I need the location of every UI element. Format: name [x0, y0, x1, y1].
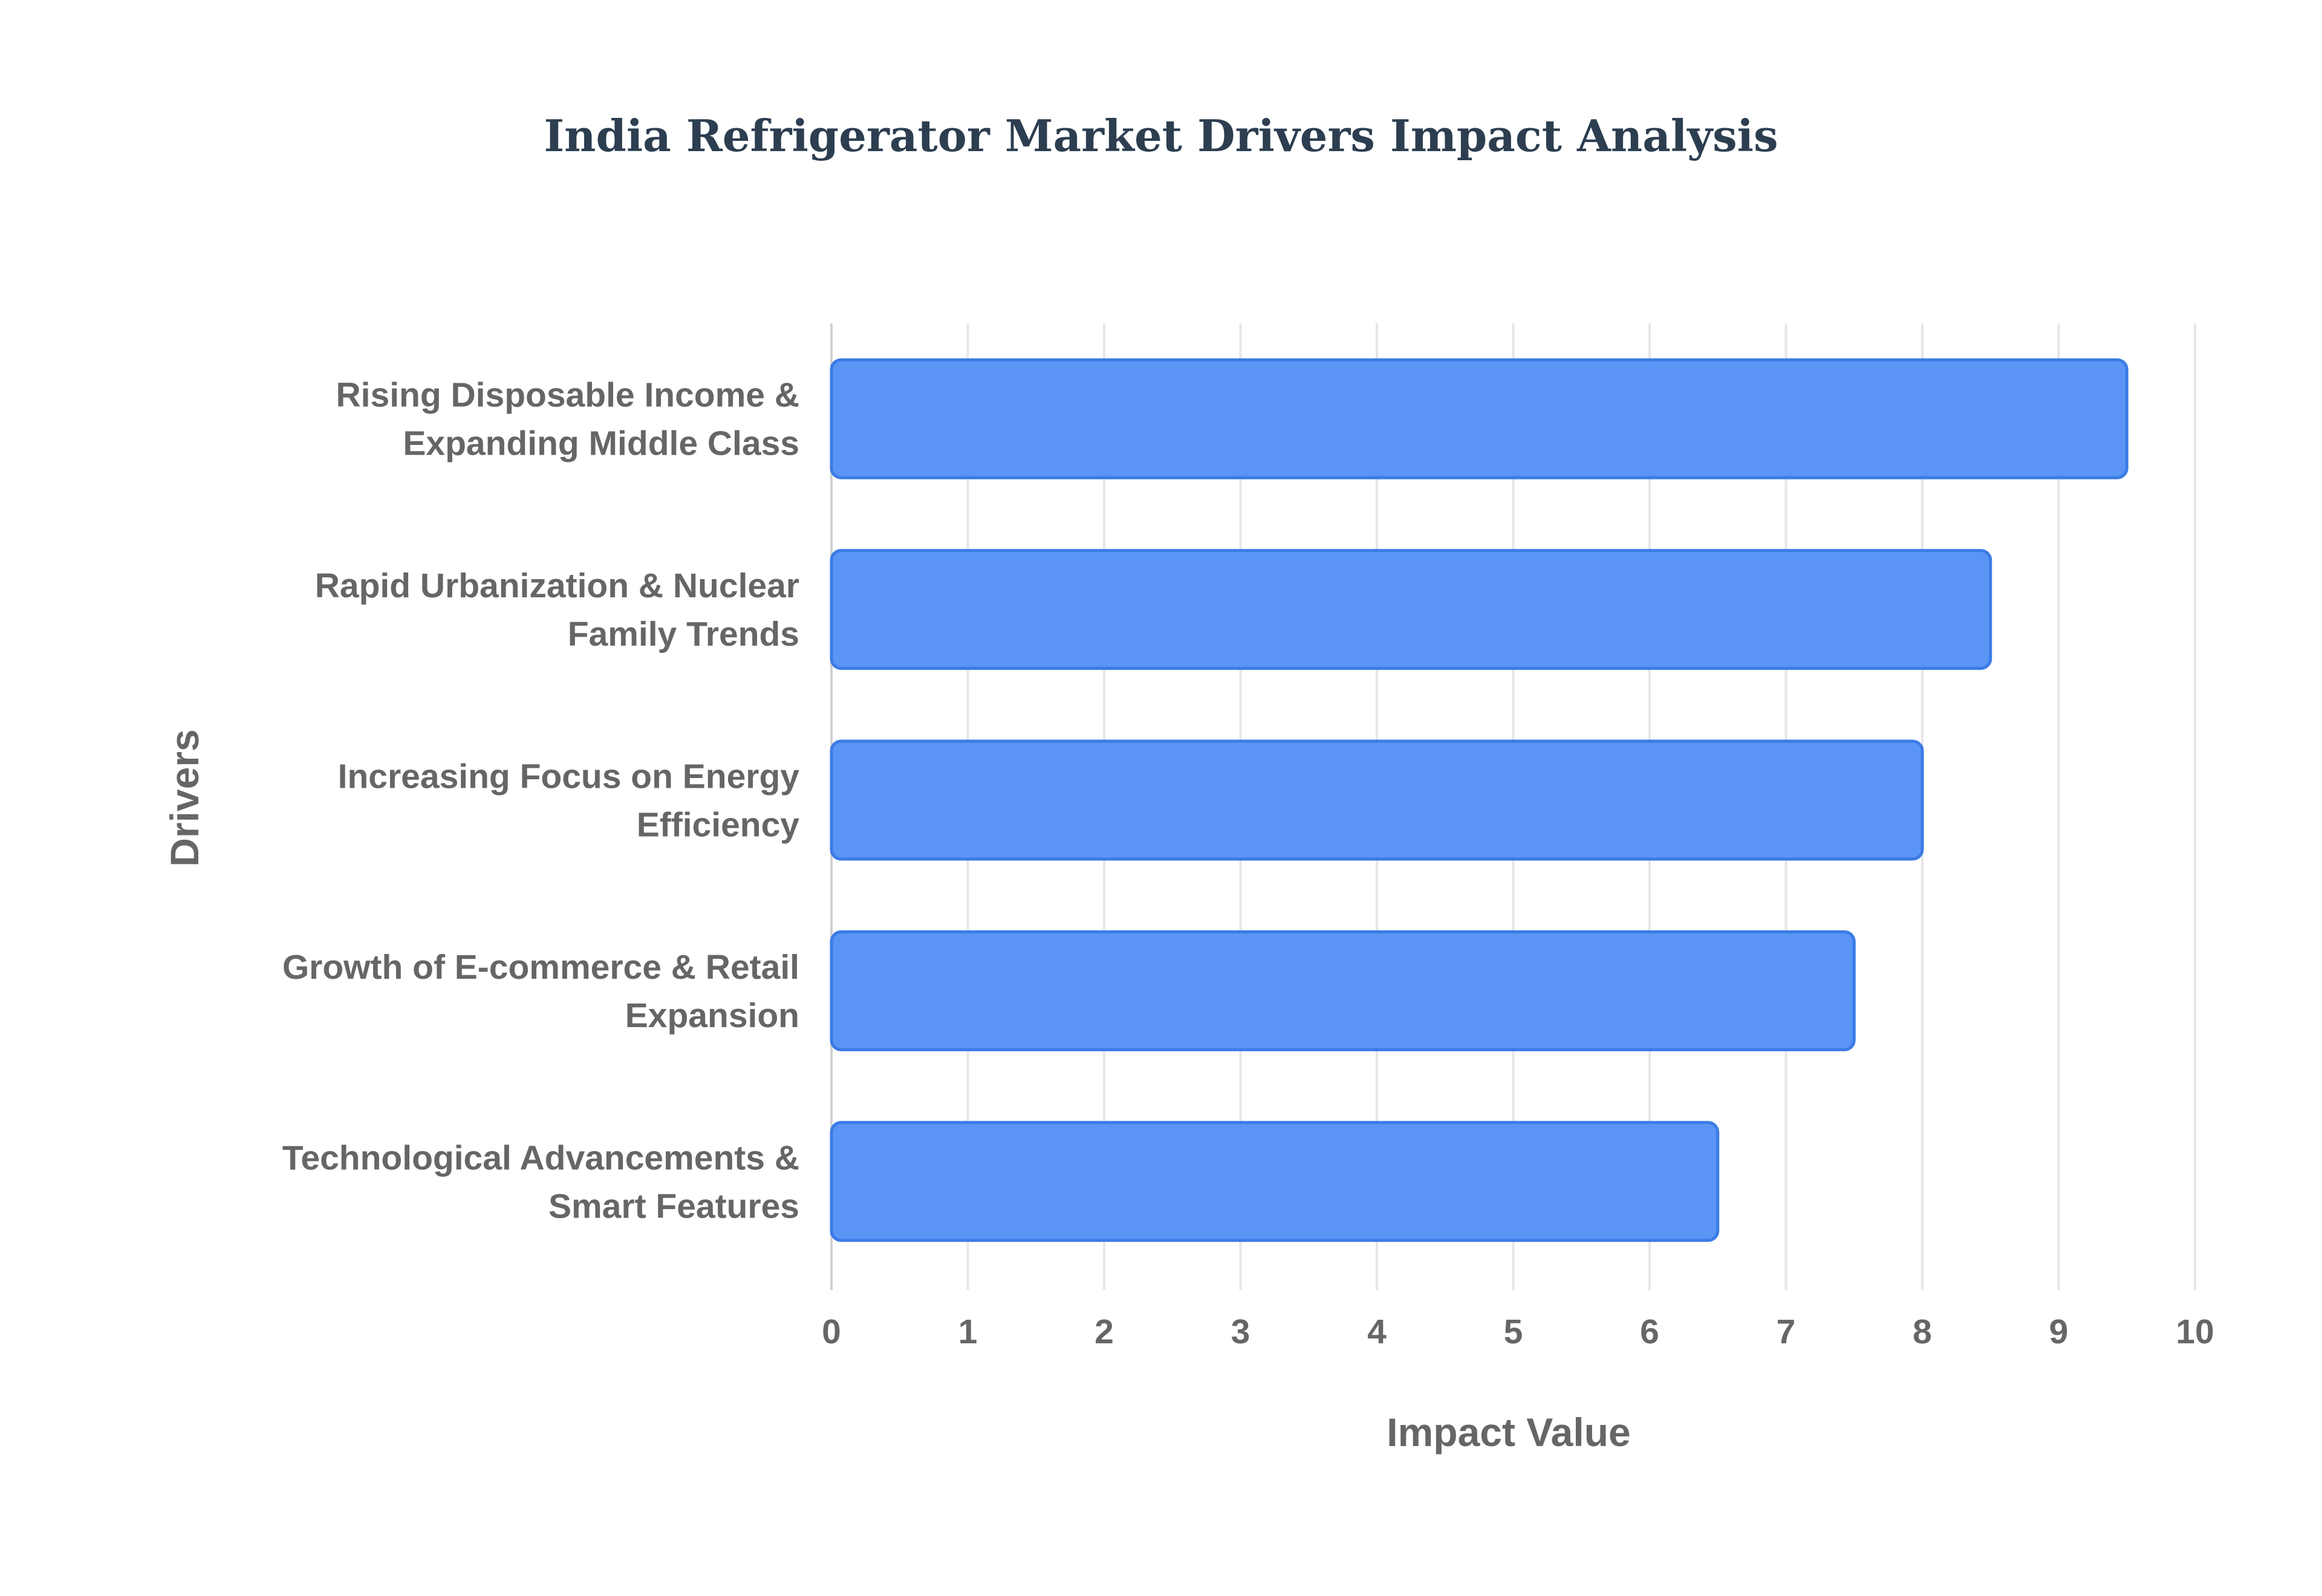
x-tick-label: 9	[2049, 1312, 2069, 1351]
chart-title: India Refrigerator Market Drivers Impact…	[544, 110, 1778, 161]
y-category-label-line: Expansion	[625, 996, 799, 1035]
y-category-label-line: Rapid Urbanization & Nuclear	[315, 566, 799, 605]
x-axis-title: Impact Value	[1387, 1410, 1631, 1455]
bar	[830, 1121, 1720, 1242]
y-category-label-line: Efficiency	[637, 806, 800, 845]
bar	[830, 739, 1924, 861]
y-category-layer: Rising Disposable Income & Expanding Midd…	[282, 376, 799, 1226]
bar	[830, 358, 2128, 479]
x-tick-label: 7	[1777, 1312, 1796, 1351]
x-tick-layer: 0 1 2 3 4 5 6 7 8 9 10	[822, 1312, 2214, 1351]
y-category-label: Growth of E-commerce & Retail Expansion	[282, 948, 799, 1035]
x-tick-label: 5	[1504, 1312, 1523, 1351]
y-category-label-line: Growth of E-commerce & Retail	[282, 948, 799, 987]
x-tick-label: 1	[958, 1312, 978, 1351]
x-tick-label: 0	[822, 1312, 841, 1351]
y-category-label: Technological Advancements & Smart Featur…	[282, 1138, 799, 1225]
bar	[830, 549, 1992, 670]
y-category-label-line: Family Trends	[568, 615, 799, 654]
y-category-label-line: Smart Features	[548, 1187, 799, 1225]
x-tick-label: 10	[2176, 1312, 2214, 1351]
x-tick-label: 8	[1913, 1312, 1932, 1351]
y-category-label: Increasing Focus on Energy Efficiency	[338, 757, 800, 845]
y-axis-title: Drivers	[162, 729, 207, 867]
y-category-label: Rising Disposable Income & Expanding Midd…	[336, 376, 800, 463]
y-category-label-line: Expanding Middle Class	[403, 424, 799, 463]
y-category-label-line: Increasing Focus on Energy	[338, 757, 800, 796]
x-tick-label: 4	[1367, 1312, 1387, 1351]
bar	[830, 930, 1856, 1051]
y-category-label-line: Technological Advancements &	[282, 1138, 799, 1177]
y-category-label-line: Rising Disposable Income &	[336, 376, 800, 415]
bar-layer	[830, 358, 2128, 1242]
x-tick-label: 3	[1231, 1312, 1250, 1351]
x-tick-label: 6	[1640, 1312, 1659, 1351]
x-tick-label: 2	[1094, 1312, 1114, 1351]
y-category-label: Rapid Urbanization & Nuclear Family Trend…	[315, 566, 799, 654]
